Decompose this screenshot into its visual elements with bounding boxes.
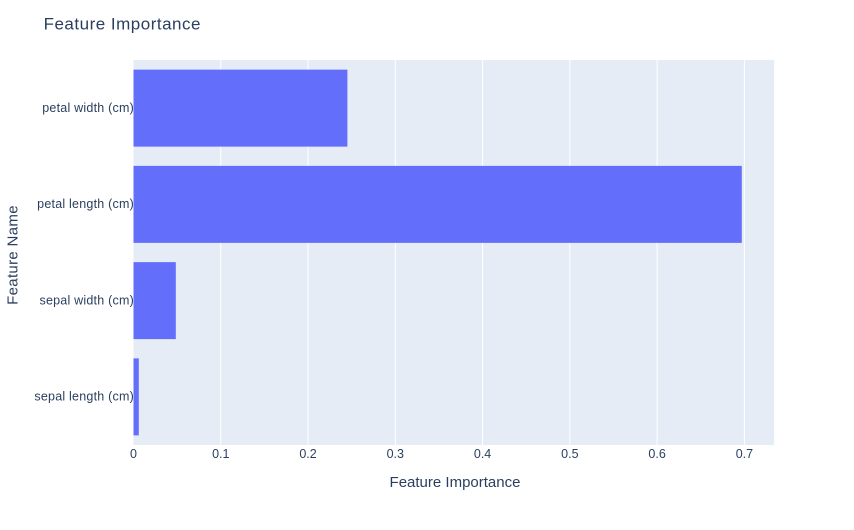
svg-text:sepal width (cm): sepal width (cm) bbox=[39, 293, 134, 307]
svg-text:Feature Importance: Feature Importance bbox=[44, 14, 201, 33]
svg-text:0.5: 0.5 bbox=[561, 447, 578, 461]
svg-text:0.6: 0.6 bbox=[648, 447, 665, 461]
svg-text:0.3: 0.3 bbox=[387, 447, 404, 461]
svg-text:0.2: 0.2 bbox=[299, 447, 316, 461]
svg-text:petal width (cm): petal width (cm) bbox=[42, 101, 134, 115]
svg-text:Feature Importance: Feature Importance bbox=[390, 474, 521, 491]
svg-text:petal length (cm): petal length (cm) bbox=[37, 197, 134, 211]
svg-text:0.7: 0.7 bbox=[736, 447, 753, 461]
svg-text:Feature Name: Feature Name bbox=[5, 205, 22, 305]
svg-text:0.4: 0.4 bbox=[474, 447, 491, 461]
svg-text:0: 0 bbox=[130, 447, 137, 461]
svg-text:0.1: 0.1 bbox=[212, 447, 229, 461]
svg-text:sepal length (cm): sepal length (cm) bbox=[34, 390, 134, 404]
